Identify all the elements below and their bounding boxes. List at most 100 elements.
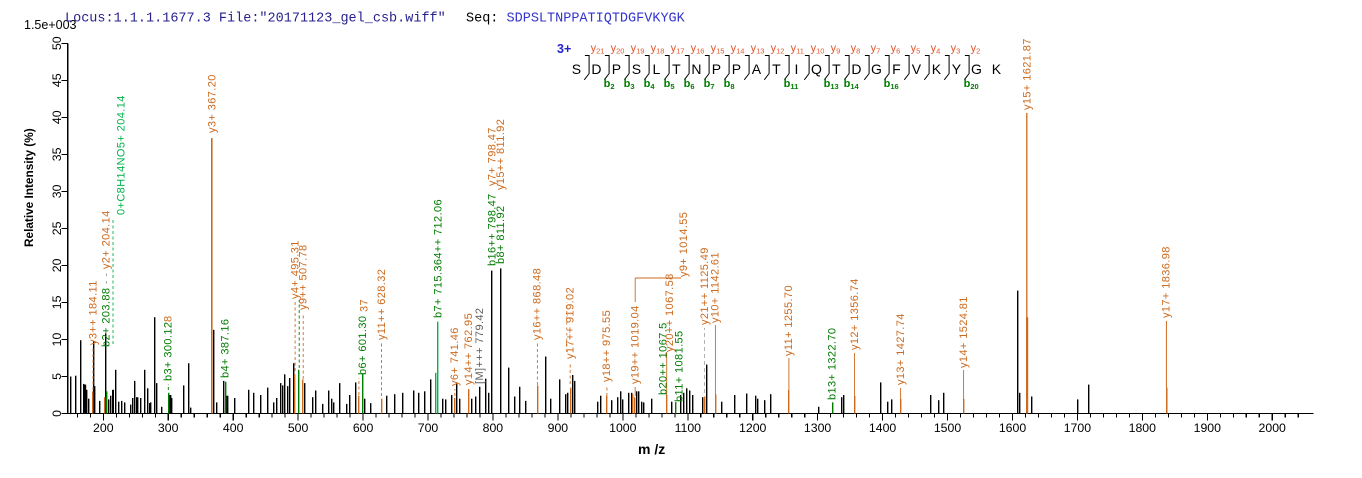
svg-text:35: 35 — [50, 147, 64, 161]
svg-text:900: 900 — [548, 421, 569, 435]
svg-text:Locus:1.1.1.1677.3 File:"20171: Locus:1.1.1.1677.3 File:"20171123_gel_cs… — [65, 12, 446, 27]
svg-text:y19: y19 — [631, 43, 645, 56]
svg-text:b20: b20 — [964, 78, 979, 91]
svg-text:y14++ 762.95: y14++ 762.95 — [463, 313, 475, 385]
svg-text:L: L — [653, 61, 661, 77]
svg-text:y2: y2 — [971, 43, 981, 56]
svg-text:700: 700 — [418, 421, 439, 435]
svg-text:1200: 1200 — [739, 421, 767, 435]
svg-text:Seq: SDPSLTNPPATIQTDGFVKYGK: Seq: SDPSLTNPPATIQTDGFVKYGK — [466, 12, 686, 27]
svg-text:b2: b2 — [604, 78, 615, 91]
svg-text:y15++ 811.92: y15++ 811.92 — [495, 119, 507, 190]
svg-text:y6: y6 — [891, 43, 901, 56]
svg-text:y17++ 919.02: y17++ 919.02 — [565, 287, 577, 359]
svg-text:b8: b8 — [724, 78, 735, 91]
svg-text:20: 20 — [50, 258, 64, 272]
svg-text:I: I — [794, 61, 798, 77]
svg-text:b3+ 300.12: b3+ 300.12 — [163, 322, 175, 381]
svg-text:5: 5 — [50, 373, 64, 380]
svg-text:1000: 1000 — [609, 421, 637, 435]
svg-text:b8+ 811.92: b8+ 811.92 — [495, 205, 507, 264]
svg-text:y11: y11 — [791, 43, 804, 56]
svg-text:1600: 1600 — [999, 421, 1027, 435]
svg-text:y21++ 1125.49: y21++ 1125.49 — [699, 247, 711, 325]
svg-text:b6: b6 — [684, 78, 695, 91]
svg-text:25: 25 — [50, 221, 64, 235]
svg-text:y9+ 1014.55: y9+ 1014.55 — [678, 212, 690, 277]
svg-text:600: 600 — [353, 421, 374, 435]
svg-text:y12: y12 — [771, 43, 785, 56]
svg-text:y10+ 1142.61: y10+ 1142.61 — [710, 252, 722, 323]
svg-text:y3++ 184.11: y3++ 184.11 — [88, 280, 100, 345]
svg-text:y8: y8 — [851, 43, 861, 56]
svg-text:[M]+++ 779.42: [M]+++ 779.42 — [474, 308, 486, 384]
svg-text:y18: y18 — [651, 43, 665, 56]
svg-text:b14: b14 — [844, 78, 860, 91]
svg-text:y14+ 1524.81: y14+ 1524.81 — [958, 296, 970, 368]
svg-text:45: 45 — [50, 73, 64, 87]
svg-text:1800: 1800 — [1129, 421, 1157, 435]
svg-text:b7+ 715.364++ 712.06: b7+ 715.364++ 712.06 — [432, 199, 444, 318]
svg-text:y9: y9 — [831, 43, 841, 56]
svg-text:y20: y20 — [611, 43, 625, 56]
svg-text:y12+ 1356.74: y12+ 1356.74 — [849, 278, 861, 350]
svg-text:b4+ 387.16: b4+ 387.16 — [219, 319, 231, 378]
svg-text:800: 800 — [483, 421, 504, 435]
svg-text:y15+ 1621.87: y15+ 1621.87 — [1021, 38, 1033, 110]
svg-text:Relative Intensity (%): Relative Intensity (%) — [22, 128, 36, 247]
svg-text:37: 37 — [359, 299, 371, 312]
svg-text:y3: y3 — [951, 43, 961, 56]
svg-text:400: 400 — [223, 421, 244, 435]
svg-text:10: 10 — [50, 333, 64, 347]
svg-text:G: G — [971, 61, 982, 77]
svg-text:b11: b11 — [784, 78, 799, 91]
svg-text:m /z: m /z — [638, 441, 665, 457]
svg-text:b16++ 798.47: b16++ 798.47 — [486, 193, 498, 266]
svg-text:300: 300 — [158, 421, 179, 435]
svg-text:y14: y14 — [731, 43, 745, 56]
svg-text:y4: y4 — [931, 43, 941, 56]
svg-text:200: 200 — [93, 421, 114, 435]
svg-text:1900: 1900 — [1194, 421, 1222, 435]
svg-text:S: S — [632, 61, 641, 77]
svg-text:y5: y5 — [911, 43, 921, 56]
svg-text:T: T — [672, 61, 681, 77]
svg-text:Q: Q — [811, 61, 822, 77]
svg-text:500: 500 — [288, 421, 309, 435]
svg-text:y17+ 1836.98: y17+ 1836.98 — [1161, 246, 1173, 318]
svg-text:G: G — [871, 61, 882, 77]
svg-text:y10: y10 — [811, 43, 825, 56]
svg-text:y11+ 1255.70: y11+ 1255.70 — [783, 285, 795, 356]
svg-text:8: 8 — [163, 315, 175, 322]
svg-text:D: D — [591, 61, 601, 77]
svg-text:b16: b16 — [884, 78, 899, 91]
svg-text:y16++ 868.48: y16++ 868.48 — [532, 268, 544, 340]
svg-text:P: P — [732, 61, 741, 77]
svg-text:1300: 1300 — [804, 421, 832, 435]
svg-text:P: P — [612, 61, 621, 77]
svg-text:T: T — [832, 61, 841, 77]
svg-text:y20++ 1067.58: y20++ 1067.58 — [664, 273, 676, 352]
svg-text:y7: y7 — [871, 43, 881, 56]
svg-text:y13+ 1427.74: y13+ 1427.74 — [895, 313, 907, 385]
svg-text:y3+ 367.20: y3+ 367.20 — [206, 74, 218, 133]
svg-text:y17: y17 — [671, 43, 685, 56]
svg-text:A: A — [752, 61, 762, 77]
svg-text:y11++ 628.32: y11++ 628.32 — [376, 269, 388, 340]
svg-text:b5: b5 — [664, 78, 675, 91]
svg-text:3+: 3+ — [557, 42, 571, 56]
svg-text:b20++ 1067.5: b20++ 1067.5 — [658, 322, 670, 395]
svg-text:b13+ 1322.70: b13+ 1322.70 — [827, 328, 839, 400]
svg-text:K: K — [992, 61, 1002, 77]
svg-text:0+C8H14NO5+ 204.14: 0+C8H14NO5+ 204.14 — [116, 95, 128, 215]
svg-text:F: F — [892, 61, 901, 77]
svg-text:40: 40 — [50, 110, 64, 124]
svg-text:b4: b4 — [644, 78, 656, 91]
svg-text:b2+ 203.88 - - y2+ 204.14: b2+ 203.88 - - y2+ 204.14 — [100, 210, 112, 347]
svg-text:1500: 1500 — [934, 421, 962, 435]
svg-text:N: N — [691, 61, 701, 77]
svg-text:b6+ 601.30: b6+ 601.30 — [357, 316, 369, 375]
svg-text:V: V — [912, 61, 922, 77]
svg-text:T: T — [772, 61, 781, 77]
svg-text:y4+ 495.31: y4+ 495.31 — [289, 240, 301, 299]
